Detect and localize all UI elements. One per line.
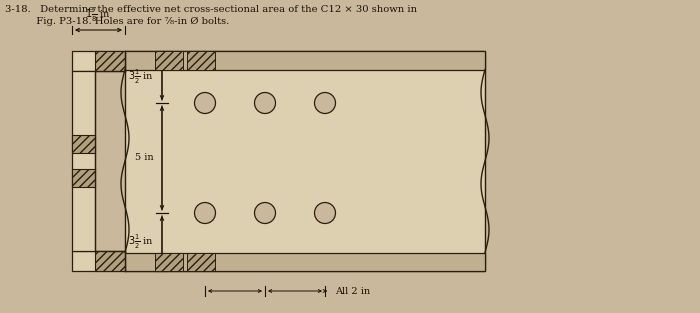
Bar [95,51,125,71]
Text: Fig. P3-18. Holes are for ⁷⁄₈-in Ø bolts.: Fig. P3-18. Holes are for ⁷⁄₈-in Ø bolts… [5,17,230,26]
Circle shape [314,93,335,114]
Circle shape [255,93,276,114]
Circle shape [195,93,216,114]
Bar [72,135,95,153]
Bar [187,51,215,69]
Text: 3-18.   Determine the effective net cross-sectional area of the C12 × 30 shown i: 3-18. Determine the effective net cross-… [5,5,417,14]
Text: All 2 in: All 2 in [335,286,370,295]
Circle shape [314,203,335,223]
Bar [125,253,485,271]
Bar [72,71,95,251]
Bar [72,169,95,187]
Bar [125,51,485,271]
Text: 5 in: 5 in [135,153,154,162]
Text: $1\frac{7}{8}$ in: $1\frac{7}{8}$ in [85,6,111,24]
Bar [125,51,485,69]
Bar [155,51,183,69]
Circle shape [195,203,216,223]
Bar [72,51,125,71]
Text: $3\frac{1}{2}$ in: $3\frac{1}{2}$ in [128,233,154,251]
Bar [187,253,215,271]
Circle shape [255,203,276,223]
Text: $3\frac{1}{2}$ in: $3\frac{1}{2}$ in [128,68,154,86]
Bar [95,251,125,271]
Bar [155,253,183,271]
Bar [72,251,125,271]
